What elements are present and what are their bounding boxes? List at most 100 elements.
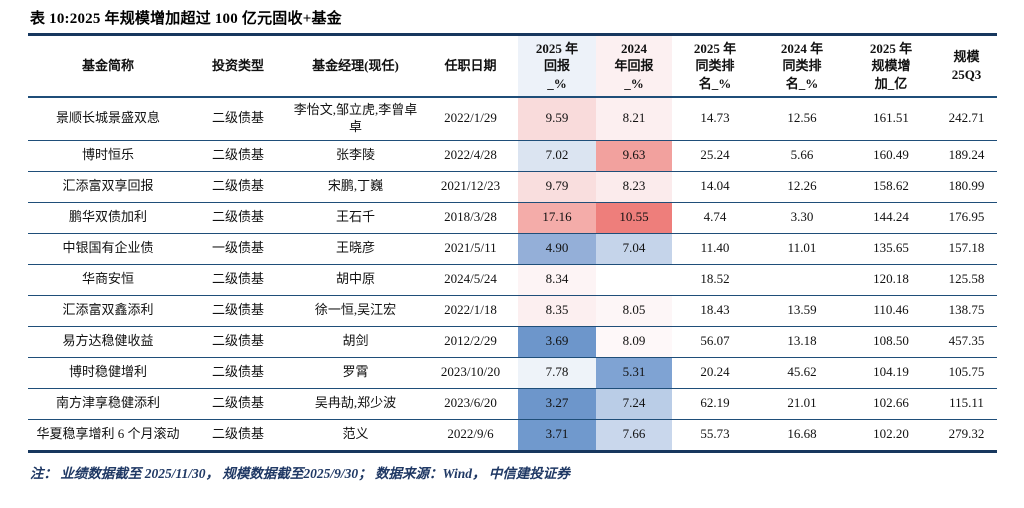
- table-row: 华商安恒 二级债基 胡中原 2024/5/24 8.34 18.52 120.1…: [28, 263, 997, 296]
- column-header-4: 2025 年 回报 _%: [518, 34, 596, 98]
- cell-scale-25q3: 125.58: [936, 263, 997, 296]
- cell-return-2024: [596, 263, 672, 296]
- cell-start-date: 2024/5/24: [423, 263, 518, 296]
- cell-fund-name: 汇添富双享回报: [28, 170, 188, 203]
- cell-rank-2024: 12.56: [787, 110, 817, 126]
- cell-fund-type: 二级债基: [188, 356, 288, 389]
- cell-fund-name: 中银国有企业债: [28, 232, 188, 265]
- cell-return-2025: 8.35: [518, 294, 596, 327]
- cell-rank-2024: 45.62: [758, 356, 846, 389]
- cell-fund-type: 二级债基: [188, 263, 288, 296]
- table-row: 汇添富双享回报 二级债基 宋鹏,丁巍 2021/12/23 9.79 8.23 …: [28, 170, 997, 203]
- cell-fund-type: 二级债基: [188, 170, 288, 203]
- cell-fund-manager: 徐一恒,吴江宏: [288, 294, 423, 327]
- cell-return-2024: 8.23: [596, 170, 672, 203]
- cell-fund-name: 景顺长城景盛双息: [55, 110, 160, 126]
- cell-rank-2024: 21.01: [758, 387, 846, 420]
- cell-rank-2025: 4.74: [672, 201, 758, 234]
- cell-scale-increase: 110.46: [846, 294, 936, 327]
- cell-return-2024: 10.55: [596, 201, 672, 234]
- column-header-8: 2025 年 规模增 加_亿: [846, 34, 936, 98]
- cell-scale-increase: 161.51: [873, 110, 909, 126]
- cell-scale-increase: 104.19: [846, 356, 936, 389]
- cell-scale-25q3: 157.18: [936, 232, 997, 265]
- cell-return-2025: 3.71: [518, 418, 596, 452]
- cell-scale-25q3: 242.71: [948, 110, 985, 126]
- column-header-0: 基金简称: [28, 34, 188, 98]
- report-table: 基金简称 投资类型 基金经理(现任) 任职日期 2025 年 回报 _% 2024 年回报…: [28, 33, 997, 453]
- cell-rank-2024: [758, 263, 846, 296]
- cell-rank-2024: 13.18: [758, 325, 846, 358]
- table-row: 南方津享稳健添利 二级债基 吴冉劼,郑少波 2023/6/20 3.27 7.2…: [28, 387, 997, 420]
- cell-scale-25q3: 189.24: [936, 139, 997, 172]
- cell-return-2025: 3.27: [518, 387, 596, 420]
- cell-start-date: 2022/9/6: [423, 418, 518, 452]
- cell-fund-name: 博时稳健增利: [28, 356, 188, 389]
- column-header-3: 任职日期: [423, 34, 518, 98]
- table-row: 景顺长城景盛双息 二级债基 李怡文,邹立虎,李曾卓卓 2022/1/29 9.5…: [28, 97, 997, 141]
- cell-return-2025: 4.90: [518, 232, 596, 265]
- cell-rank-2025: 56.07: [672, 325, 758, 358]
- cell-fund-name: 南方津享稳健添利: [28, 387, 188, 420]
- cell-fund-type: 二级债基: [188, 139, 288, 172]
- cell-rank-2024: 3.30: [758, 201, 846, 234]
- cell-start-date: 2018/3/28: [423, 201, 518, 234]
- cell-start-date: 2021/12/23: [423, 170, 518, 203]
- cell-start-date: 2023/6/20: [423, 387, 518, 420]
- cell-return-2024: 8.21: [596, 97, 672, 141]
- cell-rank-2025: 25.24: [672, 139, 758, 172]
- cell-fund-name: 易方达稳健收益: [28, 325, 188, 358]
- cell-fund-name: 鹏华双债加利: [28, 201, 188, 234]
- cell-scale-increase: 144.24: [846, 201, 936, 234]
- cell-fund-manager: 吴冉劼,郑少波: [288, 387, 423, 420]
- cell-fund-manager: 罗霄: [288, 356, 423, 389]
- table-row: 鹏华双债加利 二级债基 王石千 2018/3/28 17.16 10.55 4.…: [28, 201, 997, 234]
- cell-return-2024: 7.24: [596, 387, 672, 420]
- cell-rank-2025: 11.40: [672, 232, 758, 265]
- cell-fund-manager: 王晓彦: [288, 232, 423, 265]
- cell-return-2025: 7.02: [518, 139, 596, 172]
- table-row: 博时稳健增利 二级债基 罗霄 2023/10/20 7.78 5.31 20.2…: [28, 356, 997, 389]
- cell-rank-2025: 55.73: [672, 418, 758, 452]
- cell-scale-25q3: 180.99: [936, 170, 997, 203]
- cell-return-2024: 5.31: [596, 356, 672, 389]
- column-header-2: 基金经理(现任): [288, 34, 423, 98]
- cell-rank-2025: 62.19: [672, 387, 758, 420]
- cell-return-2025: 17.16: [518, 201, 596, 234]
- table-title: 表 10:2025 年规模增加超过 100 亿元固收+基金: [30, 11, 342, 27]
- table-header-row: 基金简称 投资类型 基金经理(现任) 任职日期 2025 年 回报 _% 2024 年回报…: [28, 34, 997, 98]
- cell-fund-type: 二级债基: [188, 294, 288, 327]
- cell-scale-25q3: 457.35: [936, 325, 997, 358]
- cell-rank-2024: 11.01: [758, 232, 846, 265]
- column-header-5: 2024 年回报 _%: [596, 34, 672, 98]
- cell-scale-increase: 160.49: [846, 139, 936, 172]
- report-table-container: 基金简称 投资类型 基金经理(现任) 任职日期 2025 年 回报 _% 2024 年回报…: [28, 33, 997, 453]
- cell-fund-type: 二级债基: [188, 387, 288, 420]
- cell-return-2025: 8.34: [518, 263, 596, 296]
- cell-scale-increase: 158.62: [846, 170, 936, 203]
- cell-scale-increase: 135.65: [846, 232, 936, 265]
- cell-fund-name: 华商安恒: [28, 263, 188, 296]
- cell-fund-manager: 张李陵: [288, 139, 423, 172]
- column-header-9: 规模 25Q3: [936, 34, 997, 98]
- cell-rank-2024: 13.59: [758, 294, 846, 327]
- cell-return-2025: 7.78: [518, 356, 596, 389]
- table-footnote: 注： 业绩数据截至 2025/11/30， 规模数据截至2025/9/30； 数…: [30, 465, 570, 481]
- cell-fund-type: 二级债基: [211, 110, 264, 126]
- cell-return-2025: 9.59: [518, 97, 596, 141]
- cell-fund-manager: 宋鹏,丁巍: [288, 170, 423, 203]
- cell-fund-type: 二级债基: [188, 418, 288, 452]
- cell-fund-type: 二级债基: [188, 325, 288, 358]
- cell-scale-increase: 120.18: [846, 263, 936, 296]
- cell-rank-2025: 14.73: [700, 110, 730, 126]
- table-row: 中银国有企业债 一级债基 王晓彦 2021/5/11 4.90 7.04 11.…: [28, 232, 997, 265]
- table-row: 博时恒乐 二级债基 张李陵 2022/4/28 7.02 9.63 25.24 …: [28, 139, 997, 172]
- cell-scale-increase: 108.50: [846, 325, 936, 358]
- table-body: 景顺长城景盛双息 二级债基 李怡文,邹立虎,李曾卓卓 2022/1/29 9.5…: [28, 97, 997, 452]
- table-row: 易方达稳健收益 二级债基 胡剑 2012/2/29 3.69 8.09 56.0…: [28, 325, 997, 358]
- cell-rank-2024: 12.26: [758, 170, 846, 203]
- cell-fund-name: 博时恒乐: [28, 139, 188, 172]
- cell-start-date: 2022/4/28: [423, 139, 518, 172]
- cell-fund-manager: 王石千: [288, 201, 423, 234]
- cell-start-date: 2023/10/20: [423, 356, 518, 389]
